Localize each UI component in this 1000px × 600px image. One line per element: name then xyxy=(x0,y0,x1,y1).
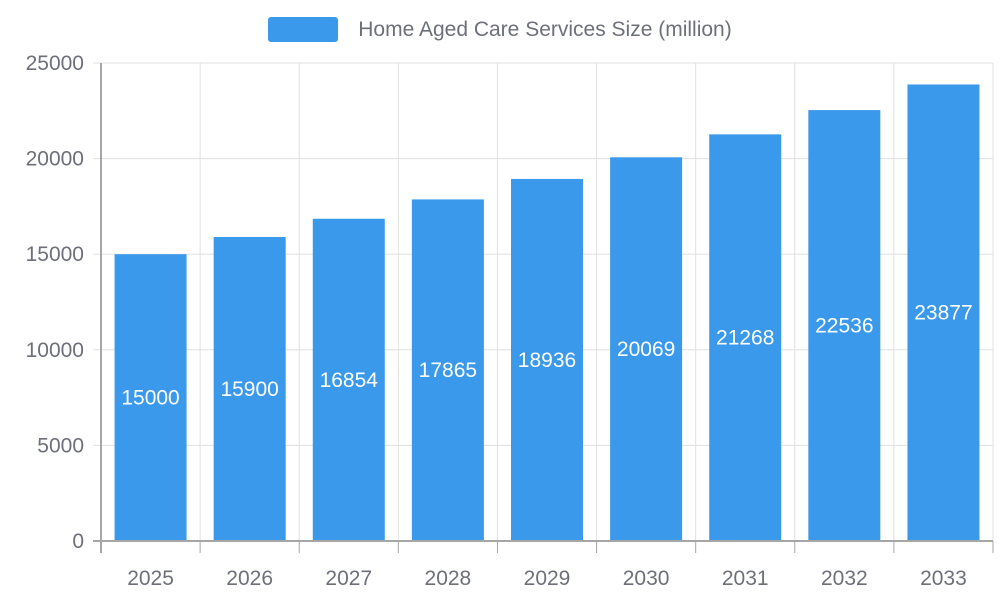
y-tick-label: 10000 xyxy=(26,339,84,362)
x-tick-label: 2030 xyxy=(623,567,670,590)
bar-value-label: 18936 xyxy=(518,349,576,372)
y-tick-label: 0 xyxy=(72,530,84,553)
bar-value-label: 15000 xyxy=(121,387,179,410)
x-tick-label: 2025 xyxy=(127,567,174,590)
x-tick-label: 2026 xyxy=(226,567,273,590)
y-tick-label: 25000 xyxy=(26,52,84,75)
x-tick-label: 2027 xyxy=(325,567,372,590)
legend[interactable]: Home Aged Care Services Size (million) xyxy=(0,17,1000,42)
bar-value-label: 16854 xyxy=(320,369,379,392)
x-tick-label: 2033 xyxy=(920,567,967,590)
y-tick-label: 5000 xyxy=(37,434,84,457)
bar-value-label: 17865 xyxy=(419,359,477,382)
x-tick-label: 2029 xyxy=(524,567,571,590)
bar-value-label: 21268 xyxy=(716,327,774,350)
bar-value-label: 20069 xyxy=(617,338,675,361)
x-tick-label: 2031 xyxy=(722,567,769,590)
bar-2031[interactable] xyxy=(709,134,782,541)
y-tick-label: 20000 xyxy=(26,148,84,171)
bar-2030[interactable] xyxy=(610,157,683,542)
bar-value-label: 15900 xyxy=(220,378,278,401)
bar-2029[interactable] xyxy=(511,178,583,542)
bar-value-label: 22536 xyxy=(815,315,873,338)
bar-2026[interactable] xyxy=(213,236,286,541)
bar-2033[interactable] xyxy=(907,84,980,541)
legend-label: Home Aged Care Services Size (million) xyxy=(358,18,732,41)
bar-2027[interactable] xyxy=(312,218,385,541)
bar-2025[interactable] xyxy=(114,254,187,541)
x-tick-label: 2028 xyxy=(425,567,472,590)
bar-2028[interactable] xyxy=(411,199,484,541)
x-tick-label: 2032 xyxy=(821,567,868,590)
bar-value-label: 23877 xyxy=(914,302,972,325)
y-tick-label: 15000 xyxy=(26,243,84,266)
legend-swatch xyxy=(268,17,339,42)
bar-2032[interactable] xyxy=(808,110,881,541)
